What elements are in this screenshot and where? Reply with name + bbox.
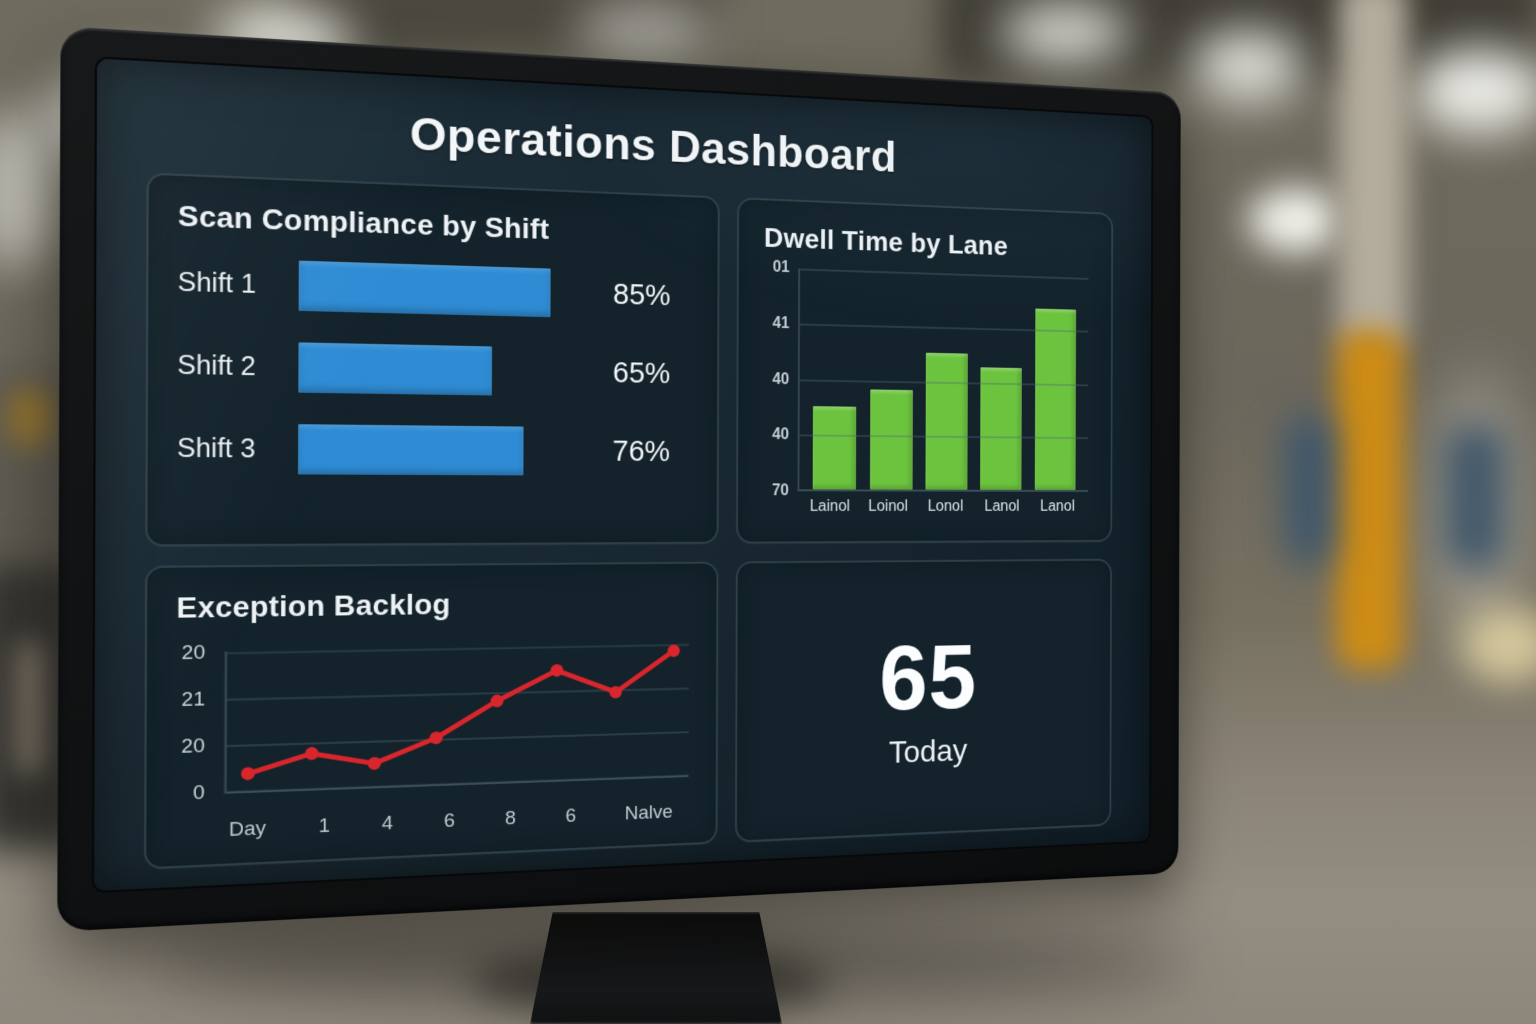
compliance-bar — [298, 342, 493, 396]
exception-y-axis: 20 21 20 0 — [176, 639, 217, 812]
compliance-value: 76% — [612, 435, 671, 468]
bokeh-light — [1462, 608, 1536, 683]
background-object — [1285, 415, 1333, 565]
bokeh-light — [1248, 188, 1343, 253]
monitor-stand — [530, 912, 782, 1024]
bokeh-light — [1190, 30, 1305, 102]
dashboard-grid: Scan Compliance by Shift Shift 1 85% Shift… — [139, 172, 1116, 870]
x-tick-label: Loinol — [868, 498, 908, 515]
data-point — [240, 766, 255, 781]
bokeh-light — [1412, 48, 1536, 133]
compliance-bar — [298, 424, 524, 476]
pillar-yellow — [1336, 330, 1404, 670]
y-tick-label: 40 — [772, 370, 790, 388]
bar-track — [298, 424, 592, 476]
exception-chart-svg — [216, 632, 691, 812]
y-tick-label: 20 — [181, 642, 206, 665]
dwell-bar — [869, 388, 913, 490]
dwell-bar — [812, 405, 857, 490]
ceiling-beam — [290, 0, 720, 50]
dwell-plot — [797, 268, 1089, 492]
x-tick-label: Lainol — [809, 498, 851, 515]
bar-track — [298, 342, 592, 397]
dwell-bar — [980, 367, 1023, 490]
data-point — [550, 664, 564, 677]
x-tick-label: Nalve — [624, 801, 673, 825]
background-object — [8, 386, 52, 448]
y-tick-label: 0 — [192, 781, 205, 805]
ceiling-beam — [940, 0, 1536, 80]
compliance-value: 65% — [612, 356, 671, 390]
panel-dwell-time: Dwell Time by Lane 01 41 40 40 70 Lainol Loin… — [735, 197, 1114, 544]
dwell-bar — [1034, 308, 1076, 491]
today-label: Today — [888, 731, 968, 770]
dwell-x-labels: Lainol Loinol Lonol Lanol Lanol — [797, 491, 1087, 516]
y-tick-label: 21 — [181, 688, 206, 712]
x-tick-label: 6 — [443, 810, 456, 833]
x-tick-label: Lanol — [1040, 498, 1075, 515]
y-tick-label: 20 — [181, 735, 205, 759]
gridline — [225, 645, 689, 654]
y-axis-line — [225, 651, 226, 793]
scan-bars: Shift 1 85% Shift 2 65% Shift 3 76% — [177, 257, 692, 476]
shift-label: Shift 3 — [176, 432, 256, 464]
compliance-row: Shift 2 65% — [177, 340, 692, 399]
panel-title-dwell-time: Dwell Time by Lane — [763, 221, 1008, 261]
bokeh-light — [0, 110, 60, 270]
bokeh-light — [1000, 2, 1130, 64]
background-object — [16, 640, 44, 775]
bokeh-light — [575, 0, 715, 60]
data-point — [667, 644, 680, 658]
shift-label: Shift 1 — [177, 266, 257, 299]
compliance-row: Shift 1 85% — [177, 257, 692, 321]
bar-track — [298, 260, 593, 319]
x-tick-label: Lanol — [984, 498, 1020, 515]
compliance-row: Shift 3 76% — [177, 423, 692, 476]
data-point — [429, 731, 443, 745]
today-value: 65 — [879, 625, 978, 729]
y-tick-label: 01 — [772, 258, 790, 277]
gridline — [224, 776, 688, 793]
gridline — [800, 268, 1089, 280]
dwell-y-axis: 01 41 40 40 70 — [763, 259, 798, 499]
pillar — [1338, 0, 1408, 350]
panel-title-scan-compliance: Scan Compliance by Shift — [177, 199, 550, 246]
exception-plot — [216, 632, 691, 812]
y-tick-label: 70 — [771, 482, 789, 500]
exception-chart: 20 21 20 0 Day 1 4 6 8 6 Nalve — [176, 632, 691, 845]
compliance-bar — [298, 260, 551, 318]
x-tick-label: 1 — [318, 815, 331, 838]
data-point — [609, 685, 622, 699]
panel-scan-compliance: Scan Compliance by Shift Shift 1 85% Shift… — [145, 172, 720, 547]
x-tick-label: Day — [228, 817, 267, 842]
background-object — [1444, 425, 1506, 570]
data-point — [490, 694, 504, 708]
bokeh-light — [1430, 370, 1525, 650]
data-point — [304, 746, 319, 761]
compliance-value: 85% — [612, 278, 671, 312]
x-tick-label: 6 — [565, 805, 577, 828]
x-tick-label: 4 — [381, 812, 394, 835]
x-tick-label: Lonol — [927, 498, 964, 515]
shift-label: Shift 2 — [177, 349, 256, 381]
y-tick-label: 41 — [772, 314, 790, 332]
y-tick-label: 40 — [772, 426, 790, 444]
gridline — [225, 732, 689, 746]
dashboard-screen: Operations Dashboard Scan Compliance by … — [93, 58, 1152, 892]
dwell-chart: 01 41 40 40 70 Lainol Loinol Lonol Lanol Lanol — [763, 259, 1089, 516]
monitor-bezel: Operations Dashboard Scan Compliance by … — [57, 26, 1181, 932]
panel-today-count: 65 Today — [734, 558, 1113, 843]
x-tick-label: 8 — [505, 807, 517, 830]
panel-exception-backlog: Exception Backlog 20 21 20 0 Day 1 4 6 8 6 Nalve — [143, 561, 719, 870]
dwell-bar — [925, 352, 968, 490]
panel-title-exception-backlog: Exception Backlog — [176, 588, 451, 625]
data-point — [367, 756, 382, 771]
